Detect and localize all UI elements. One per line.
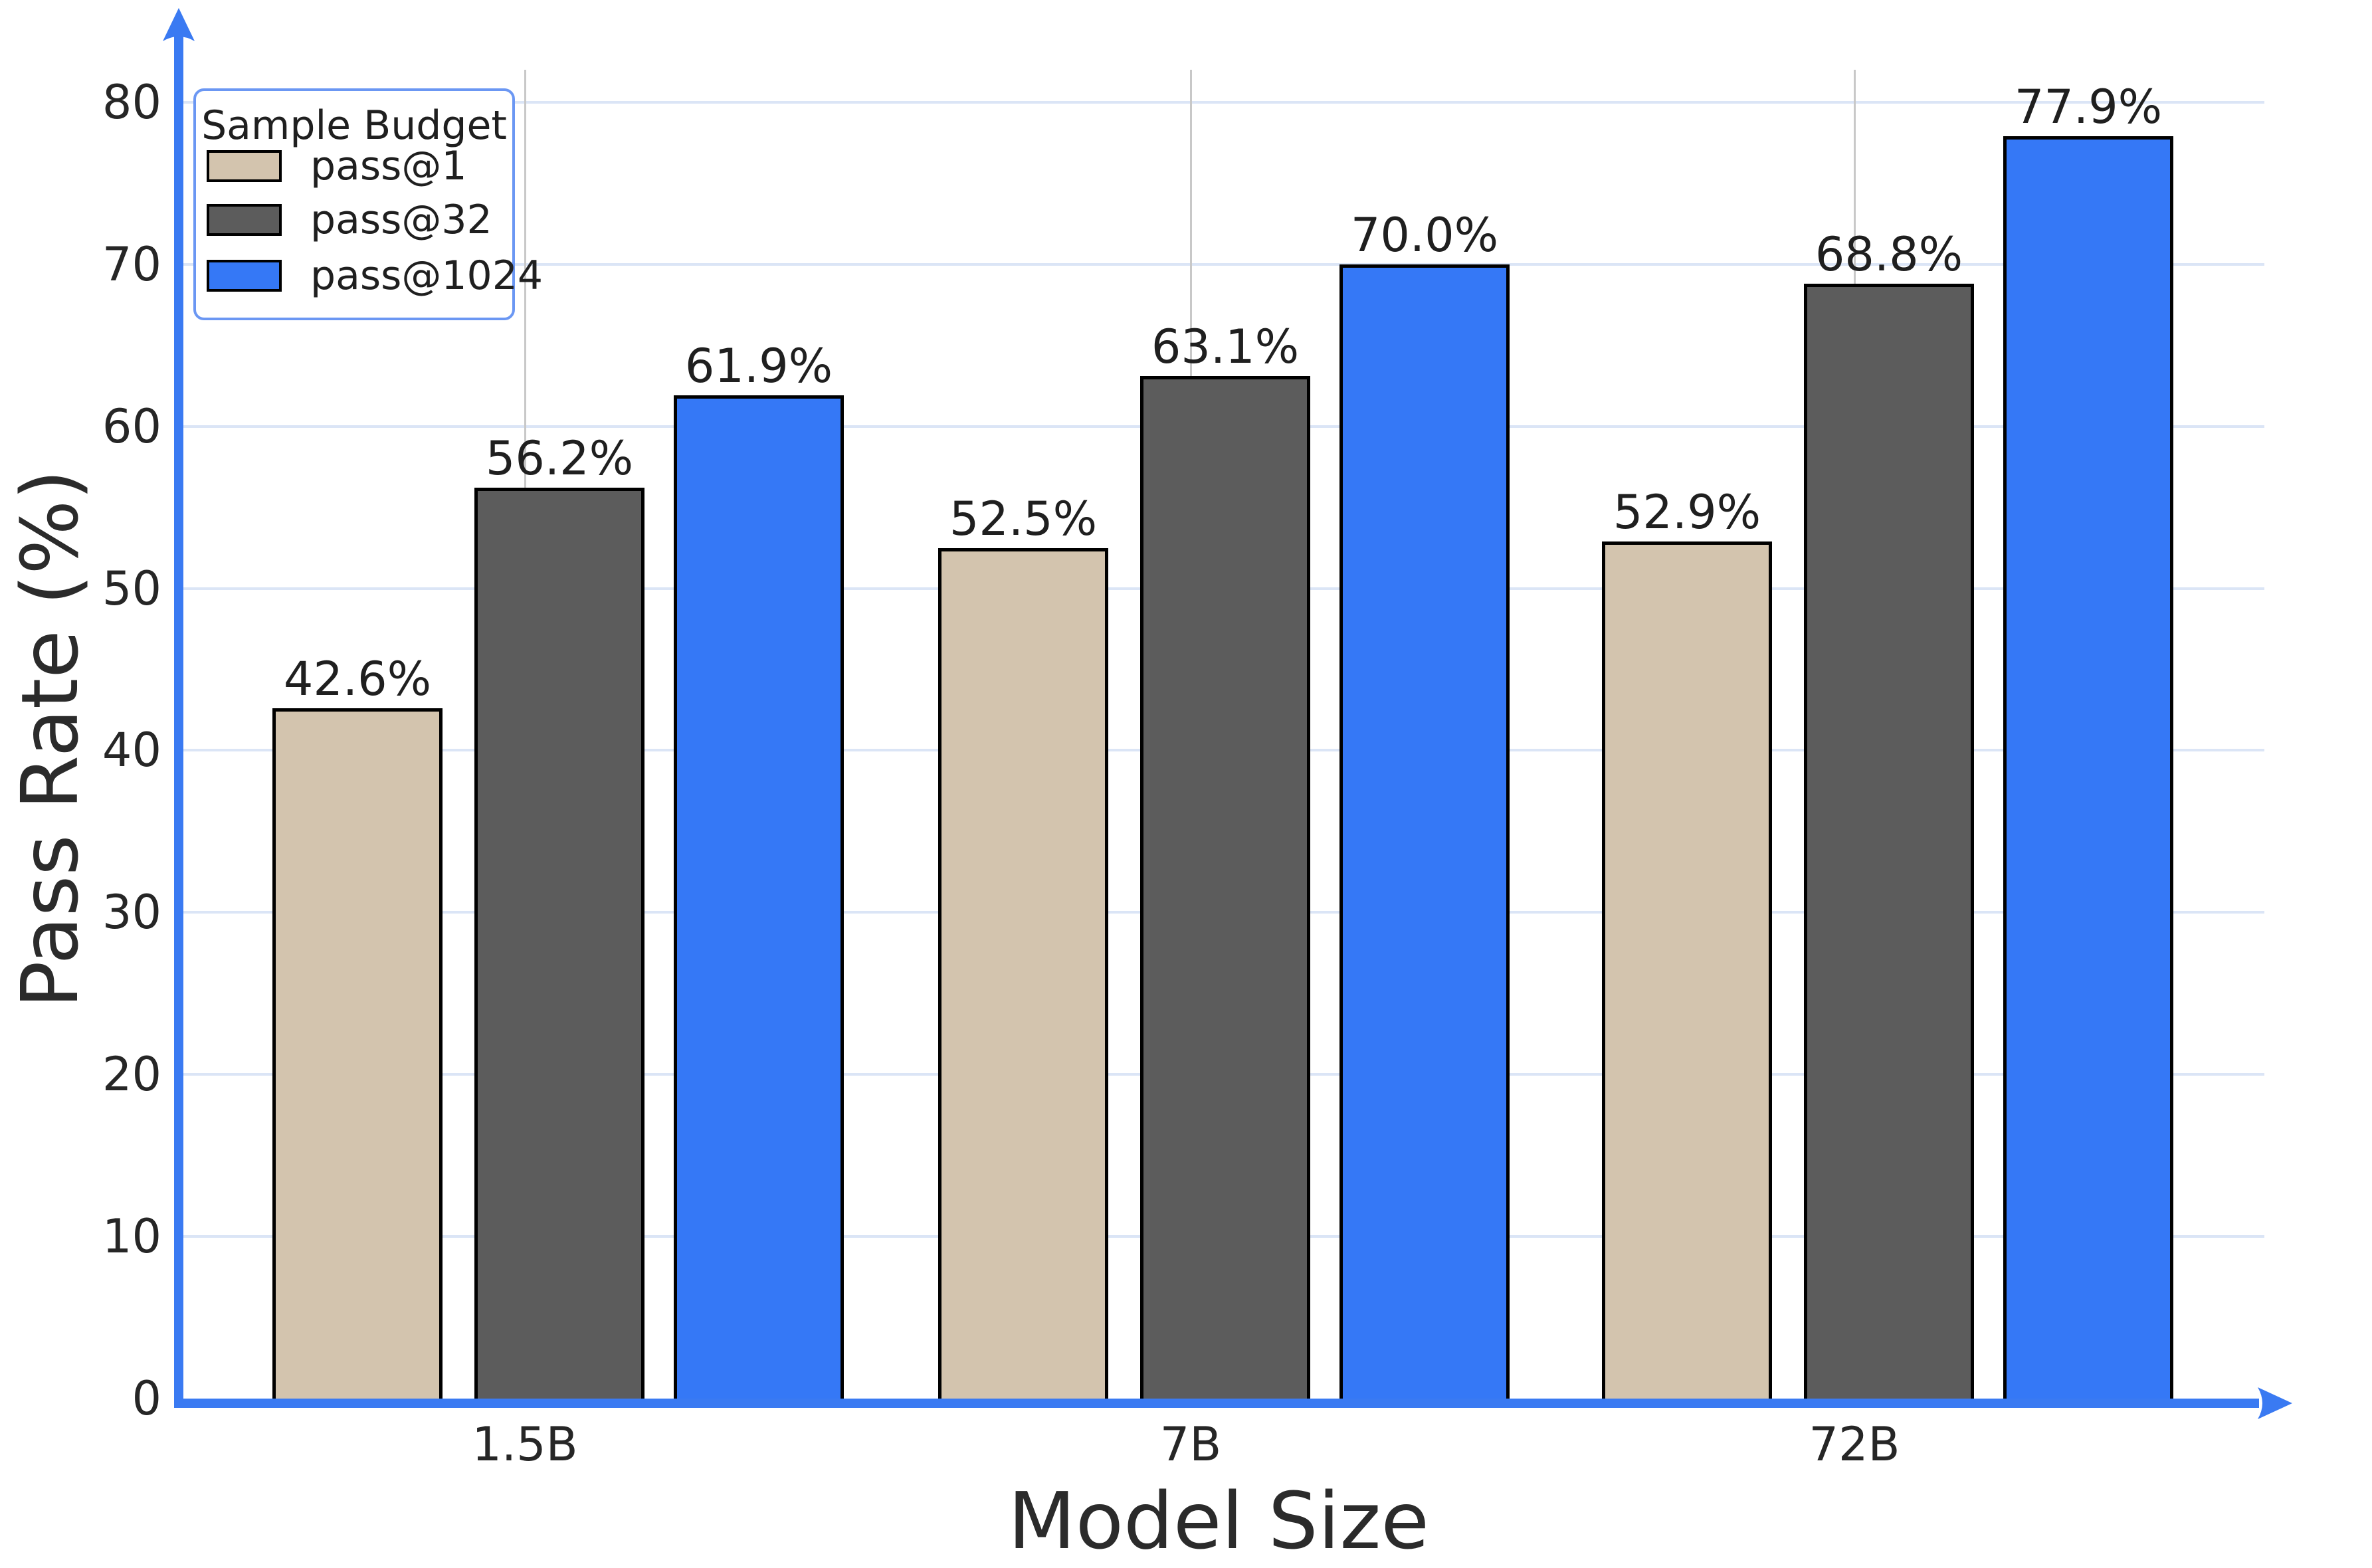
y-axis-arrow-icon (163, 8, 195, 41)
legend-item-pass@1024: pass@1024 (207, 256, 543, 296)
legend-swatch-pass@1024 (207, 260, 282, 292)
legend-item-pass@1: pass@1 (207, 146, 467, 186)
bar-value-label: 70.0% (1350, 208, 1499, 262)
bar-value-label: 63.1% (1151, 320, 1300, 374)
x-tick-label-72B: 72B (1809, 1417, 1900, 1472)
bar-pass@32-72B (1804, 284, 1974, 1403)
legend-label: pass@32 (310, 197, 492, 243)
legend-title: Sample Budget (201, 102, 507, 149)
bar-value-label: 56.2% (485, 431, 634, 486)
x-tick-label-7B: 7B (1159, 1417, 1222, 1472)
bar-pass@1-72B (1602, 541, 1772, 1403)
bar-value-label: 77.9% (2014, 80, 2163, 134)
bar-value-label: 52.5% (949, 492, 1098, 546)
bar-value-label: 68.8% (1815, 227, 1963, 282)
x-axis-title: Model Size (1007, 1475, 1430, 1567)
y-axis-line (174, 27, 183, 1408)
y-tick-label: 80 (102, 75, 161, 130)
horizontal-gridline (183, 101, 2264, 104)
legend-item-pass@32: pass@32 (207, 200, 492, 240)
bar-pass@1024-1.5B (674, 395, 844, 1403)
legend-swatch-pass@32 (207, 204, 282, 236)
y-tick-label: 50 (102, 561, 161, 616)
legend-swatch-pass@1 (207, 150, 282, 182)
bar-pass@1-1.5B (272, 708, 443, 1403)
bar-value-label: 52.9% (1613, 485, 1761, 539)
legend-label: pass@1024 (310, 252, 544, 299)
legend: Sample Budget pass@1 pass@32 pass@1024 (193, 88, 543, 320)
y-axis-title: Pass Rate (%) (4, 469, 96, 1009)
horizontal-gridline (183, 263, 2264, 266)
bar-value-label: 61.9% (684, 339, 833, 393)
y-tick-label: 30 (102, 885, 161, 939)
bar-pass@1-7B (938, 548, 1108, 1403)
y-tick-label: 20 (102, 1047, 161, 1102)
y-tick-label: 0 (132, 1371, 161, 1426)
y-tick-label: 10 (102, 1209, 161, 1264)
bar-pass@32-7B (1140, 376, 1310, 1403)
bar-value-label: 42.6% (283, 652, 432, 706)
y-tick-label: 70 (102, 237, 161, 292)
y-tick-label: 40 (102, 723, 161, 777)
bar-pass@1024-72B (2003, 136, 2173, 1403)
x-axis-arrow-icon (2258, 1387, 2292, 1419)
bar-pass@32-1.5B (474, 488, 644, 1403)
x-tick-label-1.5B: 1.5B (472, 1417, 578, 1472)
y-tick-label: 60 (102, 399, 161, 454)
bar-pass@1024-7B (1339, 264, 1510, 1403)
x-axis-line (174, 1399, 2259, 1408)
legend-label: pass@1 (310, 143, 467, 189)
